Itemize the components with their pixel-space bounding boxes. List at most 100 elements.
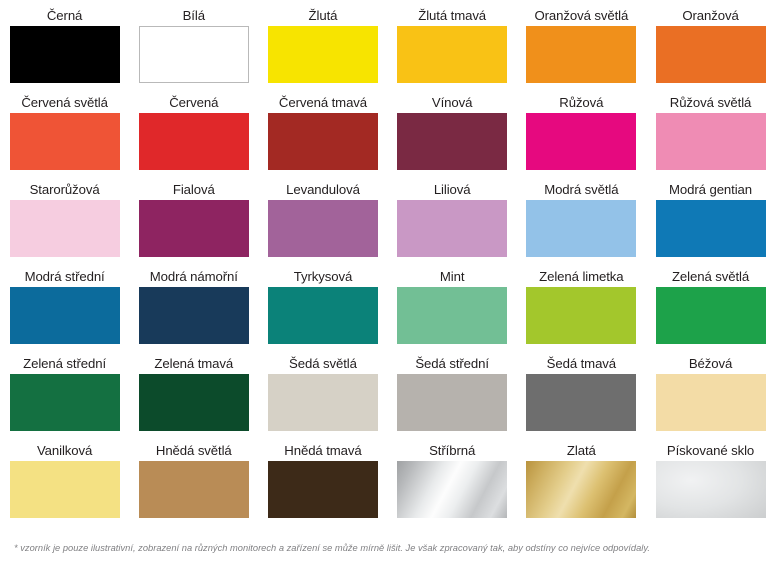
swatch-cell[interactable]: Zelená limetka — [517, 265, 646, 352]
swatch-label: Starorůžová — [29, 181, 100, 197]
swatch-label: Oranžová světlá — [534, 7, 629, 23]
swatch-label: Tyrkysová — [293, 268, 353, 284]
swatch-color-chip[interactable] — [526, 461, 637, 518]
swatch-color-chip[interactable] — [655, 200, 766, 257]
swatch-cell[interactable]: Liliová — [388, 178, 517, 265]
swatch-color-chip[interactable] — [655, 287, 766, 344]
swatch-cell[interactable]: Zelená střední — [0, 352, 129, 439]
swatch-label: Mint — [439, 268, 465, 284]
swatch-cell[interactable]: Fialová — [129, 178, 258, 265]
swatch-color-chip[interactable] — [397, 26, 508, 83]
swatch-color-chip[interactable] — [655, 461, 766, 518]
swatch-cell[interactable]: Černá — [0, 4, 129, 91]
swatch-color-chip[interactable] — [267, 113, 378, 170]
swatch-label: Oranžová — [682, 7, 739, 23]
swatch-color-chip[interactable] — [397, 461, 508, 518]
swatch-cell[interactable]: Pískované sklo — [646, 439, 775, 526]
swatch-color-chip[interactable] — [526, 287, 637, 344]
swatch-color-chip[interactable] — [526, 26, 637, 83]
color-swatch-grid: Černá Bílá Žlutá Žlutá tmavá Oranžová světlá… — [0, 4, 775, 526]
swatch-color-chip[interactable] — [9, 461, 120, 518]
swatch-cell[interactable]: Stříbrná — [388, 439, 517, 526]
swatch-cell[interactable]: Zelená světlá — [646, 265, 775, 352]
swatch-label: Modrá gentian — [669, 181, 753, 197]
swatch-color-chip[interactable] — [397, 287, 508, 344]
swatch-cell[interactable]: Hnědá světlá — [129, 439, 258, 526]
swatch-cell[interactable]: Modrá námořní — [129, 265, 258, 352]
swatch-label: Černá — [46, 7, 83, 23]
swatch-cell[interactable]: Žlutá — [258, 4, 387, 91]
swatch-color-chip[interactable] — [526, 374, 637, 431]
swatch-label: Modrá světlá — [544, 181, 619, 197]
swatch-color-chip[interactable] — [655, 374, 766, 431]
swatch-label: Levandulová — [286, 181, 360, 197]
swatch-label: Zelená limetka — [539, 268, 624, 284]
swatch-color-chip[interactable] — [9, 287, 120, 344]
swatch-cell[interactable]: Vínová — [388, 91, 517, 178]
swatch-color-chip[interactable] — [397, 374, 508, 431]
swatch-color-chip[interactable] — [655, 113, 766, 170]
swatch-label: Růžová světlá — [669, 94, 752, 110]
swatch-color-chip[interactable] — [138, 461, 249, 518]
swatch-color-chip[interactable] — [138, 200, 249, 257]
swatch-cell[interactable]: Červená tmavá — [258, 91, 387, 178]
swatch-color-chip[interactable] — [9, 200, 120, 257]
swatch-cell[interactable]: Oranžová světlá — [517, 4, 646, 91]
swatch-cell[interactable]: Zelená tmavá — [129, 352, 258, 439]
swatch-color-chip[interactable] — [267, 200, 378, 257]
swatch-cell[interactable]: Levandulová — [258, 178, 387, 265]
swatch-cell[interactable]: Modrá střední — [0, 265, 129, 352]
swatch-label: Vanilková — [36, 442, 93, 458]
swatch-color-chip[interactable] — [138, 26, 249, 83]
swatch-color-chip[interactable] — [655, 26, 766, 83]
swatch-cell[interactable]: Hnědá tmavá — [258, 439, 387, 526]
swatch-color-chip[interactable] — [397, 113, 508, 170]
swatch-color-chip[interactable] — [138, 113, 249, 170]
swatch-label: Hnědá světlá — [155, 442, 232, 458]
swatch-label: Žlutá tmavá — [418, 7, 487, 23]
swatch-label: Modrá námořní — [149, 268, 238, 284]
swatch-cell[interactable]: Žlutá tmavá — [388, 4, 517, 91]
swatch-label: Šedá tmavá — [546, 355, 617, 371]
swatch-cell[interactable]: Červená světlá — [0, 91, 129, 178]
swatch-color-chip[interactable] — [526, 200, 637, 257]
swatch-color-chip[interactable] — [138, 287, 249, 344]
swatch-cell[interactable]: Červená — [129, 91, 258, 178]
swatch-label: Šedá světlá — [289, 355, 357, 371]
swatch-label: Zlatá — [566, 442, 596, 458]
swatch-color-chip[interactable] — [267, 461, 378, 518]
swatch-cell[interactable]: Tyrkysová — [258, 265, 387, 352]
swatch-cell[interactable]: Mint — [388, 265, 517, 352]
swatch-color-chip[interactable] — [267, 26, 378, 83]
swatch-label: Modrá střední — [24, 268, 105, 284]
swatch-cell[interactable]: Vanilková — [0, 439, 129, 526]
swatch-color-chip[interactable] — [9, 113, 120, 170]
swatch-label: Červená světlá — [21, 94, 108, 110]
swatch-cell[interactable]: Šedá světlá — [258, 352, 387, 439]
swatch-cell[interactable]: Šedá střední — [388, 352, 517, 439]
swatch-color-chip[interactable] — [9, 26, 120, 83]
swatch-cell[interactable]: Béžová — [646, 352, 775, 439]
swatch-label: Zelená střední — [23, 355, 107, 371]
swatch-cell[interactable]: Modrá světlá — [517, 178, 646, 265]
swatch-color-chip[interactable] — [138, 374, 249, 431]
swatch-cell[interactable]: Bílá — [129, 4, 258, 91]
swatch-cell[interactable]: Růžová světlá — [646, 91, 775, 178]
swatch-color-chip[interactable] — [526, 113, 637, 170]
footnote-disclaimer: * vzorník je pouze ilustrativní, zobraze… — [14, 543, 650, 553]
swatch-cell[interactable]: Starorůžová — [0, 178, 129, 265]
swatch-color-chip[interactable] — [267, 287, 378, 344]
swatch-color-chip[interactable] — [9, 374, 120, 431]
swatch-cell[interactable]: Šedá tmavá — [517, 352, 646, 439]
swatch-cell[interactable]: Zlatá — [517, 439, 646, 526]
swatch-cell[interactable]: Oranžová — [646, 4, 775, 91]
swatch-color-chip[interactable] — [397, 200, 508, 257]
swatch-cell[interactable]: Růžová — [517, 91, 646, 178]
swatch-color-chip[interactable] — [267, 374, 378, 431]
swatch-cell[interactable]: Modrá gentian — [646, 178, 775, 265]
swatch-label: Vínová — [431, 94, 473, 110]
swatch-label: Zelená tmavá — [154, 355, 234, 371]
swatch-label: Červená tmavá — [278, 94, 368, 110]
swatch-label: Liliová — [433, 181, 471, 197]
swatch-label: Červená — [169, 94, 219, 110]
